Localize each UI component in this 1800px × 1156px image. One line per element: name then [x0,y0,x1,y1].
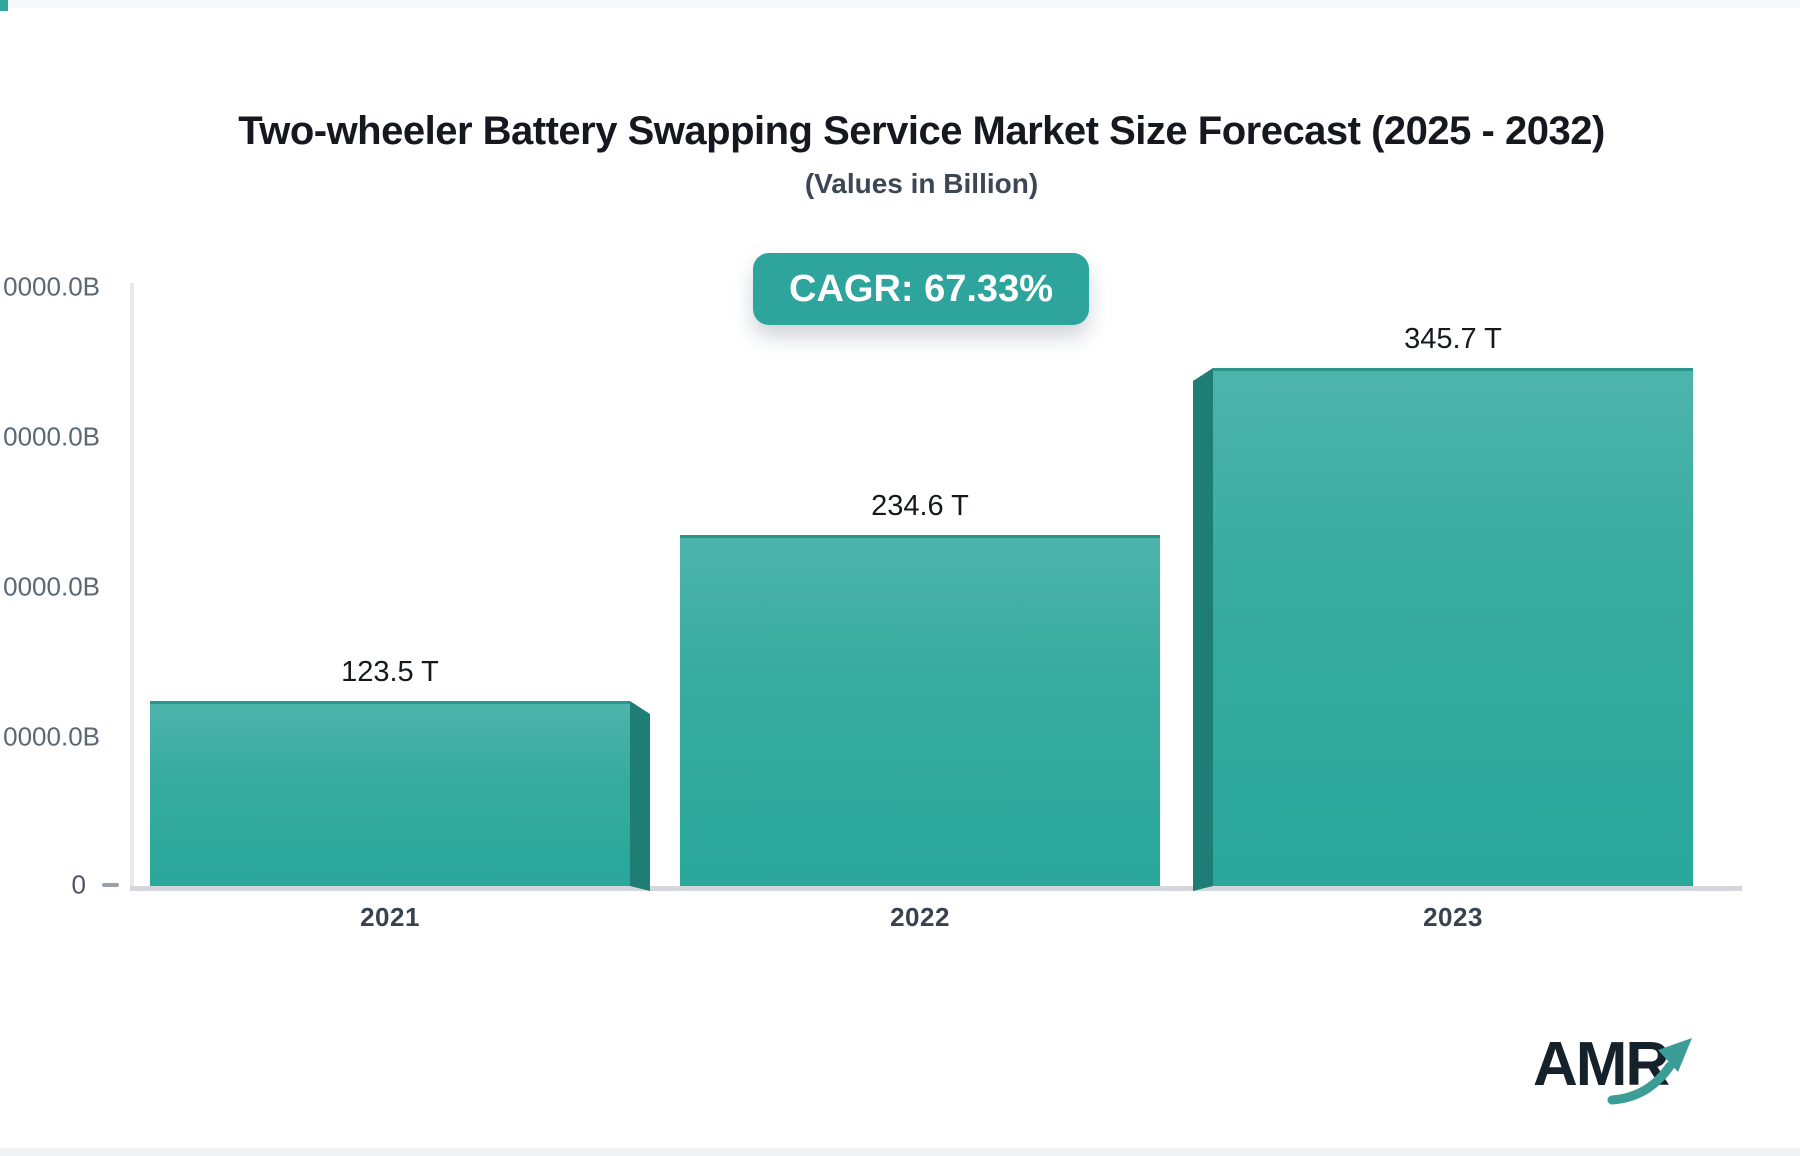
bar-face [1213,368,1693,886]
bar-3d-side [1193,368,1213,891]
bar-value-label: 123.5 T [341,656,439,688]
y-axis-line [130,283,134,886]
chart-subtitle: (Values in Billion) [804,168,1039,199]
bar-face [680,535,1160,886]
bar-value-label: 234.6 T [871,490,969,522]
y-tick-label: 0000.0B [3,721,100,752]
trend-up-arrow-icon [1607,1038,1692,1105]
x-axis-label-2021: 2021 [360,902,420,932]
bar-3d-side [630,701,650,891]
x-axis-label-2022: 2022 [890,902,950,932]
chart-title: Two-wheeler Battery Swapping Service Mar… [238,109,1605,153]
bar-2021: 123.5 T [150,656,630,886]
chart-header: Two-wheeler Battery Swapping Service Mar… [0,0,1800,200]
x-axis-label-2023: 2023 [1423,902,1483,932]
zero-tick-mark [102,883,119,887]
y-tick-label: 0000.0B [3,571,100,602]
bar-face [150,701,630,886]
top-edge-strip [0,0,1800,8]
top-edge-accent [0,0,8,11]
cagr-badge: CAGR: 67.33% [753,253,1089,325]
x-axis-baseline [130,886,1742,891]
bottom-edge-strip [0,1148,1800,1156]
y-tick-label: 0000.0B [3,271,100,302]
y-tick-zero-label: 0 [71,869,86,900]
bar-2023: 345.7 T [1213,323,1693,886]
y-tick-label: 0000.0B [3,421,100,452]
bar-2022: 234.6 T [680,490,1160,886]
bar-value-label: 345.7 T [1404,323,1502,355]
